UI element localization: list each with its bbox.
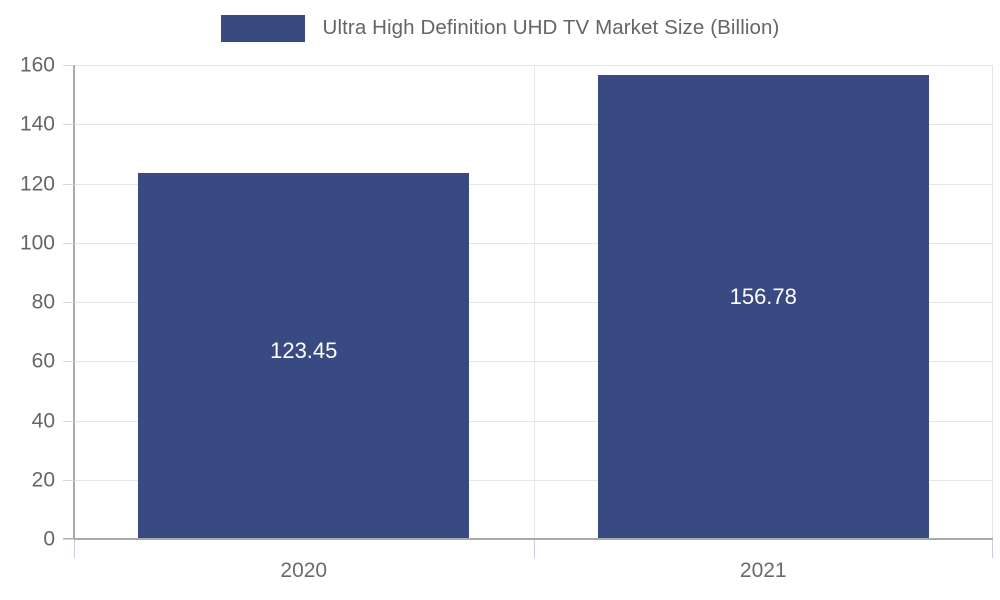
x-axis-tick-label: 2021 <box>739 559 787 582</box>
y-axis-line <box>73 65 75 540</box>
y-axis-tick <box>63 183 74 185</box>
y-axis-tick-label: 160 <box>19 53 55 77</box>
x-axis-tick <box>533 540 535 558</box>
y-axis-tick-label: 140 <box>19 112 55 136</box>
x-axis-tick <box>74 540 75 558</box>
x-axis-line <box>63 538 993 540</box>
gridline-vertical <box>992 65 993 539</box>
y-axis-tick-label: 0 <box>43 527 55 551</box>
bar-2021[interactable]: 156.78 <box>597 74 929 539</box>
y-axis-tick-label: 80 <box>31 290 55 314</box>
y-axis-tick <box>63 302 74 303</box>
legend-item-label: Ultra High Definition UHD TV Market Size… <box>322 16 780 39</box>
y-axis-tick <box>63 420 74 422</box>
y-axis-tick <box>63 539 74 540</box>
x-axis-tick <box>992 540 993 558</box>
y-axis-tick-labels: 0 20 40 60 80 100 120 140 160 <box>0 0 63 600</box>
y-axis-tick-label: 60 <box>31 349 55 373</box>
y-axis-tick <box>63 242 74 244</box>
chart-legend: Ultra High Definition UHD TV Market Size… <box>0 0 1000 56</box>
y-axis-tick <box>63 65 74 66</box>
y-axis-tick-label: 100 <box>19 231 55 255</box>
gridline-vertical <box>533 65 535 539</box>
y-axis-tick-label: 20 <box>31 468 55 492</box>
x-axis-tick-label: 2020 <box>280 559 328 582</box>
bar-value-label: 123.45 <box>270 337 338 363</box>
y-axis-tick <box>63 124 74 126</box>
y-axis-tick-label: 40 <box>31 409 55 432</box>
bar-2020[interactable]: 123.45 <box>138 173 470 539</box>
legend-item-uhd-tv-market-size[interactable]: Ultra High Definition UHD TV Market Size… <box>220 14 780 42</box>
y-axis-tick-label: 120 <box>19 172 55 195</box>
plot-area: 123.45 156.78 <box>74 65 993 540</box>
y-axis-tick <box>63 361 74 363</box>
legend-color-swatch <box>220 14 305 42</box>
bar-value-label: 156.78 <box>729 283 797 309</box>
y-axis-tick <box>63 479 74 481</box>
